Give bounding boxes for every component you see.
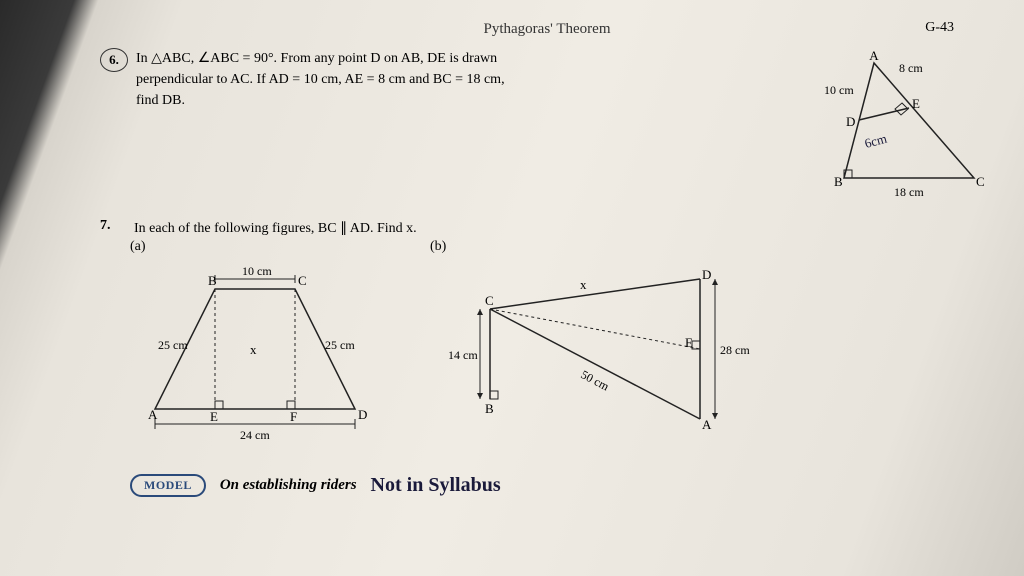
q6-A: A (869, 48, 879, 63)
q6-line1: In △ABC, ∠ABC = 90°. From any point D on… (136, 51, 497, 66)
q6-number: 6. (100, 48, 128, 72)
q7-text: In each of the following figures, BC ∥ A… (134, 218, 994, 239)
q6-line3: find DB. (136, 93, 185, 108)
q6-AE: 8 cm (899, 61, 923, 75)
page-title: Pythagoras' Theorem (484, 21, 611, 37)
q7b-E: E (685, 335, 693, 350)
q6-diagram: A B C D E 8 cm 10 cm 18 cm 6cm (804, 48, 994, 203)
q7a-AD: 24 cm (240, 428, 270, 442)
q7-part-a: (a) B (130, 239, 390, 454)
q6-B: B (834, 174, 843, 189)
q6-E: E (912, 96, 920, 111)
q6-hand-DE: 6cm (863, 131, 889, 151)
q7b-D: D (702, 267, 711, 282)
q7b-A: A (702, 417, 712, 432)
question-6: 6. In △ABC, ∠ABC = 90°. From any point D… (100, 48, 994, 203)
q7b-CA-len: 50 cm (579, 367, 612, 394)
q7b-x: x (580, 277, 587, 292)
page-number: G-43 (925, 20, 954, 36)
q6-AD: 10 cm (824, 83, 854, 97)
question-7: 7. In each of the following figures, BC … (100, 218, 994, 454)
handwritten-note: Not in Syllabus (371, 474, 501, 497)
q6-BC: 18 cm (894, 185, 924, 198)
q7-number: 7. (100, 218, 126, 239)
q7a-E: E (210, 409, 218, 424)
q6-line2: perpendicular to AC. If AD = 10 cm, AE =… (136, 72, 505, 87)
q7a-C: C (298, 273, 307, 288)
q7b-label: (b) (430, 239, 750, 255)
q7b-AD-len: 28 cm (720, 343, 750, 357)
q7a-F: F (290, 409, 297, 424)
model-section: MODEL On establishing riders Not in Syll… (130, 474, 994, 497)
model-text: On establishing riders (220, 477, 357, 494)
model-badge: MODEL (130, 474, 206, 497)
q7b-B: B (485, 401, 494, 416)
q7a-CD: 25 cm (325, 338, 355, 352)
q7b-C: C (485, 293, 494, 308)
q7a-D: D (358, 407, 367, 422)
q6-C: C (976, 174, 985, 189)
q6-text: In △ABC, ∠ABC = 90°. From any point D on… (136, 48, 804, 203)
q6-D: D (846, 114, 855, 129)
q7a-B: B (208, 273, 217, 288)
q7a-x: x (250, 342, 257, 357)
q7a-BC: 10 cm (242, 264, 272, 278)
q7b-BC-len: 14 cm (448, 348, 478, 362)
q7-part-b: (b) (430, 239, 750, 454)
q7a-label: (a) (130, 239, 390, 255)
q7a-AB: 25 cm (158, 338, 188, 352)
q7a-A: A (148, 407, 158, 422)
